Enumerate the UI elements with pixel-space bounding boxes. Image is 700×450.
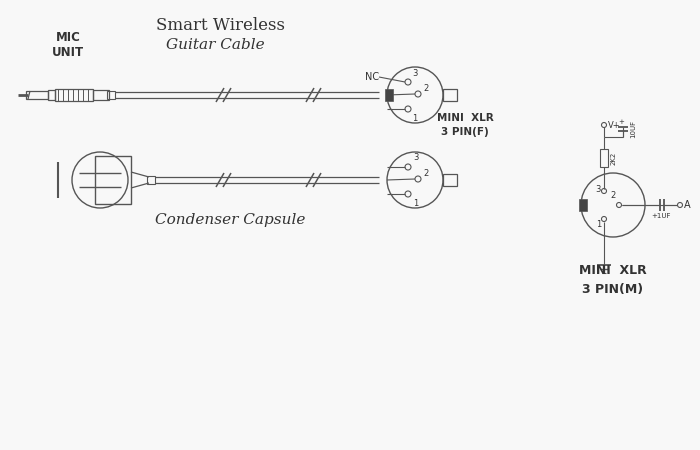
- Text: 2: 2: [610, 191, 616, 200]
- Text: +1UF: +1UF: [651, 213, 671, 219]
- Text: 2: 2: [423, 169, 428, 178]
- Circle shape: [405, 164, 411, 170]
- Text: 1: 1: [596, 220, 601, 229]
- Circle shape: [617, 202, 622, 207]
- Text: 3: 3: [413, 153, 419, 162]
- Bar: [107, 91, 115, 99]
- Bar: [147, 176, 155, 184]
- Circle shape: [601, 216, 606, 221]
- Circle shape: [405, 191, 411, 197]
- Circle shape: [387, 67, 443, 123]
- Circle shape: [415, 176, 421, 182]
- Circle shape: [387, 152, 443, 208]
- Text: +: +: [618, 119, 624, 125]
- Bar: [26, 91, 48, 99]
- Text: 1: 1: [412, 114, 417, 123]
- Circle shape: [405, 106, 411, 112]
- Bar: [443, 89, 457, 101]
- Text: MINI  XLR
3 PIN(F): MINI XLR 3 PIN(F): [437, 113, 494, 137]
- Circle shape: [72, 152, 128, 208]
- Circle shape: [581, 173, 645, 237]
- Circle shape: [415, 91, 421, 97]
- Circle shape: [405, 79, 411, 85]
- Bar: [600, 149, 608, 167]
- Text: MIC
UNIT: MIC UNIT: [52, 31, 84, 59]
- Text: 3: 3: [412, 69, 417, 78]
- Text: 2: 2: [423, 84, 428, 93]
- Text: 3: 3: [596, 185, 601, 194]
- Bar: [443, 174, 457, 186]
- Text: Guitar Cable: Guitar Cable: [166, 38, 265, 52]
- Text: A: A: [684, 200, 691, 210]
- Bar: [95, 156, 131, 204]
- Text: Smart Wireless: Smart Wireless: [155, 17, 284, 33]
- Text: Condenser Capsule: Condenser Capsule: [155, 213, 305, 227]
- Text: MINI  XLR
3 PIN(M): MINI XLR 3 PIN(M): [579, 265, 647, 296]
- Bar: [579, 199, 587, 211]
- Circle shape: [601, 122, 606, 127]
- Text: 2K2: 2K2: [611, 151, 617, 165]
- Bar: [93, 90, 109, 100]
- Bar: [48, 90, 55, 100]
- Text: 1: 1: [413, 199, 419, 208]
- Bar: [55, 89, 93, 101]
- Text: NC: NC: [365, 72, 379, 82]
- Bar: [385, 89, 393, 101]
- Text: 10UF: 10UF: [630, 120, 636, 138]
- Circle shape: [678, 202, 682, 207]
- Text: V+: V+: [608, 121, 621, 130]
- Circle shape: [601, 189, 606, 194]
